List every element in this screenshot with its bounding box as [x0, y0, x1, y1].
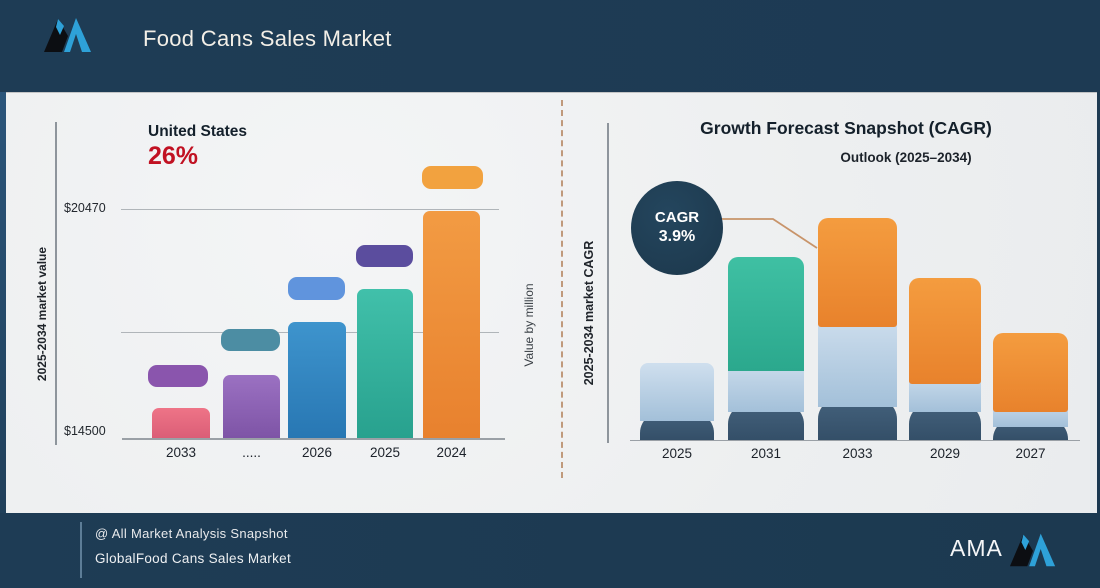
footer-market-name: GlobalFood Cans Sales Market	[95, 551, 291, 566]
footer-divider	[80, 522, 82, 578]
charts-card: United States 26% $20470 $14500 2025-203…	[6, 92, 1097, 513]
right-chart-subtitle: Outlook (2025–2034)	[840, 150, 972, 165]
left-y-axis-title-right: Value by million	[522, 283, 536, 367]
left-bar-2026	[288, 322, 346, 438]
right-xtick-2031: 2031	[750, 446, 782, 461]
left-gridline-upper	[121, 209, 499, 210]
ama-mountain-logo-icon	[44, 18, 91, 52]
left-ytick-14500: $14500	[64, 424, 106, 438]
left-xtick-.....: .....	[242, 445, 261, 460]
right-xtick-2027: 2027	[1015, 446, 1046, 461]
left-bar-2033	[152, 408, 210, 438]
left-chart-highlight: 26%	[148, 142, 199, 170]
cagr-badge-value: 3.9%	[658, 228, 696, 246]
right-y-axis	[607, 123, 609, 443]
right-bar-2029-segment-2	[909, 278, 981, 384]
right-bar-2025-segment-1	[640, 363, 714, 421]
right-bar-2027-segment-2	[993, 333, 1068, 412]
left-bar-cap-2025	[356, 245, 413, 267]
cagr-badge: CAGR 3.9%	[631, 181, 723, 275]
footer-bar: @ All Market Analysis Snapshot GlobalFoo…	[0, 513, 1100, 588]
left-ytick-20470: $20470	[64, 201, 106, 215]
right-xtick-2033: 2033	[842, 446, 873, 461]
right-xtick-2025: 2025	[661, 446, 693, 461]
right-y-axis-title: 2025-2034 market CAGR	[582, 240, 596, 386]
left-bar-cap-.....	[221, 329, 280, 351]
left-bar-2024	[423, 211, 480, 438]
left-xtick-2025: 2025	[369, 445, 401, 460]
ama-mountain-logo-icon	[1009, 533, 1056, 567]
panel-divider	[561, 100, 563, 478]
right-x-axis	[630, 440, 1080, 441]
left-y-axis	[55, 122, 57, 445]
left-y-axis-title: 2025-2034 market value	[35, 246, 49, 382]
right-bar-2031-segment-2	[728, 257, 804, 371]
left-bar-cap-2026	[288, 277, 345, 300]
right-xtick-2029: 2029	[929, 446, 961, 461]
footer-brand-text: AMA	[950, 535, 1003, 561]
left-xtick-2026: 2026	[301, 445, 333, 460]
right-bar-2033-segment-2	[818, 218, 897, 327]
left-chart-title: United States	[148, 123, 248, 140]
right-chart-title: Growth Forecast Snapshot (CAGR)	[700, 118, 992, 138]
footer-caption: @ All Market Analysis Snapshot	[95, 526, 288, 541]
left-bar-2025	[357, 289, 413, 438]
right-bar-2033-segment-1	[818, 313, 897, 407]
header-bar: Food Cans Sales Market	[0, 0, 1100, 92]
page-title: Food Cans Sales Market	[143, 26, 392, 51]
left-x-axis	[122, 438, 505, 440]
left-bar-cap-2033	[148, 365, 208, 387]
left-xtick-2033: 2033	[165, 445, 197, 460]
left-bar-cap-2024	[422, 166, 483, 189]
cagr-badge-label: CAGR	[654, 208, 700, 226]
left-xtick-2024: 2024	[436, 445, 467, 460]
left-bar-.....	[223, 375, 280, 438]
